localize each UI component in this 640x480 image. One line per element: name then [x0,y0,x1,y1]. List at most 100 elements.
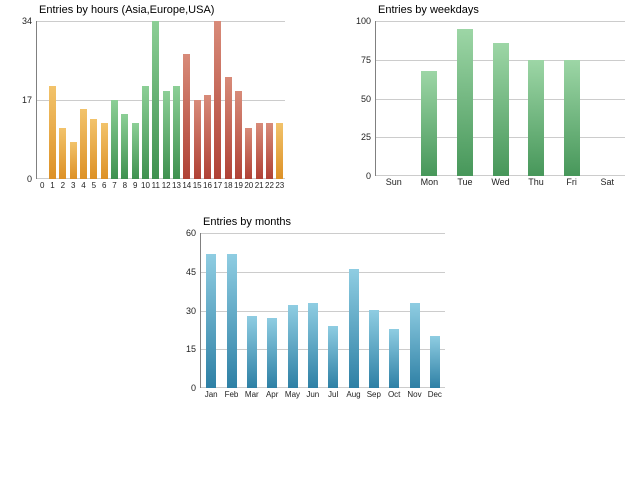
x-tick-label: Feb [224,390,239,399]
bar [409,303,420,388]
bar [131,123,139,179]
x-tick-label: Oct [387,390,401,399]
bar [255,123,263,179]
x-tick-label: 21 [254,181,264,190]
gridline [201,349,445,351]
bar [224,77,232,179]
x-tick-label: Nov [407,390,422,399]
bar [235,91,242,179]
hours-chart: Entries by hours (Asia,Europe,USA) 0 17 34… [22,4,285,190]
gridline [37,100,285,101]
bar [389,329,400,388]
bar [121,114,129,179]
x-tick-label: 6 [101,181,107,190]
bar [69,142,77,179]
x-tick-label: 2 [60,181,66,190]
bar [142,86,149,179]
bar [328,326,339,388]
x-tick-label: 12 [161,181,171,190]
x-tick-label: Thu [528,177,544,187]
months-chart-title: Entries by months [203,216,292,228]
x-tick-label: Dec [427,390,442,399]
x-tick-label: Mon [420,177,439,187]
y-tick-label: 25 [360,132,371,143]
bar [152,21,160,179]
y-tick-label: 0 [365,171,371,181]
bar [204,95,211,179]
x-tick-label: 11 [151,181,160,190]
x-tick-label: 22 [265,181,274,190]
x-tick-label: 17 [213,181,223,190]
bar [193,100,201,179]
bar [49,86,56,179]
bar [246,316,257,388]
bar [100,123,108,179]
bar [528,60,545,176]
bar [173,86,180,179]
x-tick-label: 5 [91,181,97,190]
y-tick-label: 100 [355,16,371,26]
bar [429,336,440,388]
x-tick-label: 9 [132,181,138,190]
bar [276,123,284,179]
y-tick-label: 50 [360,93,371,104]
x-tick-label: Aug [346,390,361,399]
x-tick-label: Apr [265,390,279,399]
x-tick-label: Mar [244,390,259,399]
x-tick-label: Sun [385,177,402,187]
x-tick-label: 7 [112,181,117,190]
bar [456,29,473,176]
x-tick-label: Sep [366,390,381,399]
x-tick-label: Tue [457,177,473,187]
x-tick-label: Jan [204,390,218,399]
x-tick-label: Sat [600,177,614,187]
y-tick-label: 30 [185,305,196,316]
bar [90,119,98,179]
x-tick-label: 10 [141,181,150,190]
bar [214,21,222,179]
x-tick-label: Jul [328,390,339,399]
gridline [201,233,445,234]
gridline [201,387,445,388]
bar [206,254,217,388]
x-tick-label: 13 [172,181,181,190]
bar [368,310,379,388]
weekdays-chart: Entries by weekdays 0 25 50 75 100 Sun Mon Tue W… [356,4,625,187]
y-tick-label: 60 [185,228,196,238]
x-tick-label: 1 [50,181,55,190]
gridline [201,271,445,273]
y-tick-label: 0 [26,174,32,184]
x-tick-label: 16 [203,181,212,190]
y-tick-label: 34 [21,16,32,26]
bar [266,123,273,179]
x-tick-label: 19 [234,181,243,190]
bar [80,109,87,179]
bar [307,303,318,388]
hours-chart-title: Entries by hours (Asia,Europe,USA) [39,4,215,16]
bar [421,71,438,176]
x-tick-label: 14 [182,181,192,190]
bar [563,60,580,176]
bar [492,43,509,176]
bar [245,128,253,179]
weekdays-chart-title: Entries by weekdays [378,4,479,16]
bar [162,91,170,179]
x-tick-label: May [284,390,301,399]
months-chart: Entries by months 0 15 30 45 60 Jan Feb Mar Apr M… [186,216,445,399]
x-tick-label: 18 [223,181,233,190]
y-tick-label: 17 [21,95,32,105]
gridline [201,310,445,312]
x-tick-label: Jun [306,390,320,399]
y-tick-label: 15 [185,344,196,355]
gridline [37,21,285,22]
months-plot-area: 0 15 30 45 60 Jan Feb Mar Apr May Jun Jul Aug Sep Oct N… [186,228,445,399]
bar [111,100,118,179]
hours-plot-area: 0 17 34 0 1 2 3 4 5 6 7 8 9 10 11 12 13 14 15 16 17 18 19 20 21 2… [22,16,285,190]
y-tick-label: 0 [190,383,196,393]
bar [183,54,191,179]
bar [59,128,67,179]
bar [348,269,359,388]
bar [287,305,298,388]
weekdays-plot-area: 0 25 50 75 100 Sun Mon Tue Wed Thu Fri Sat [356,16,625,187]
gridline [376,21,625,22]
